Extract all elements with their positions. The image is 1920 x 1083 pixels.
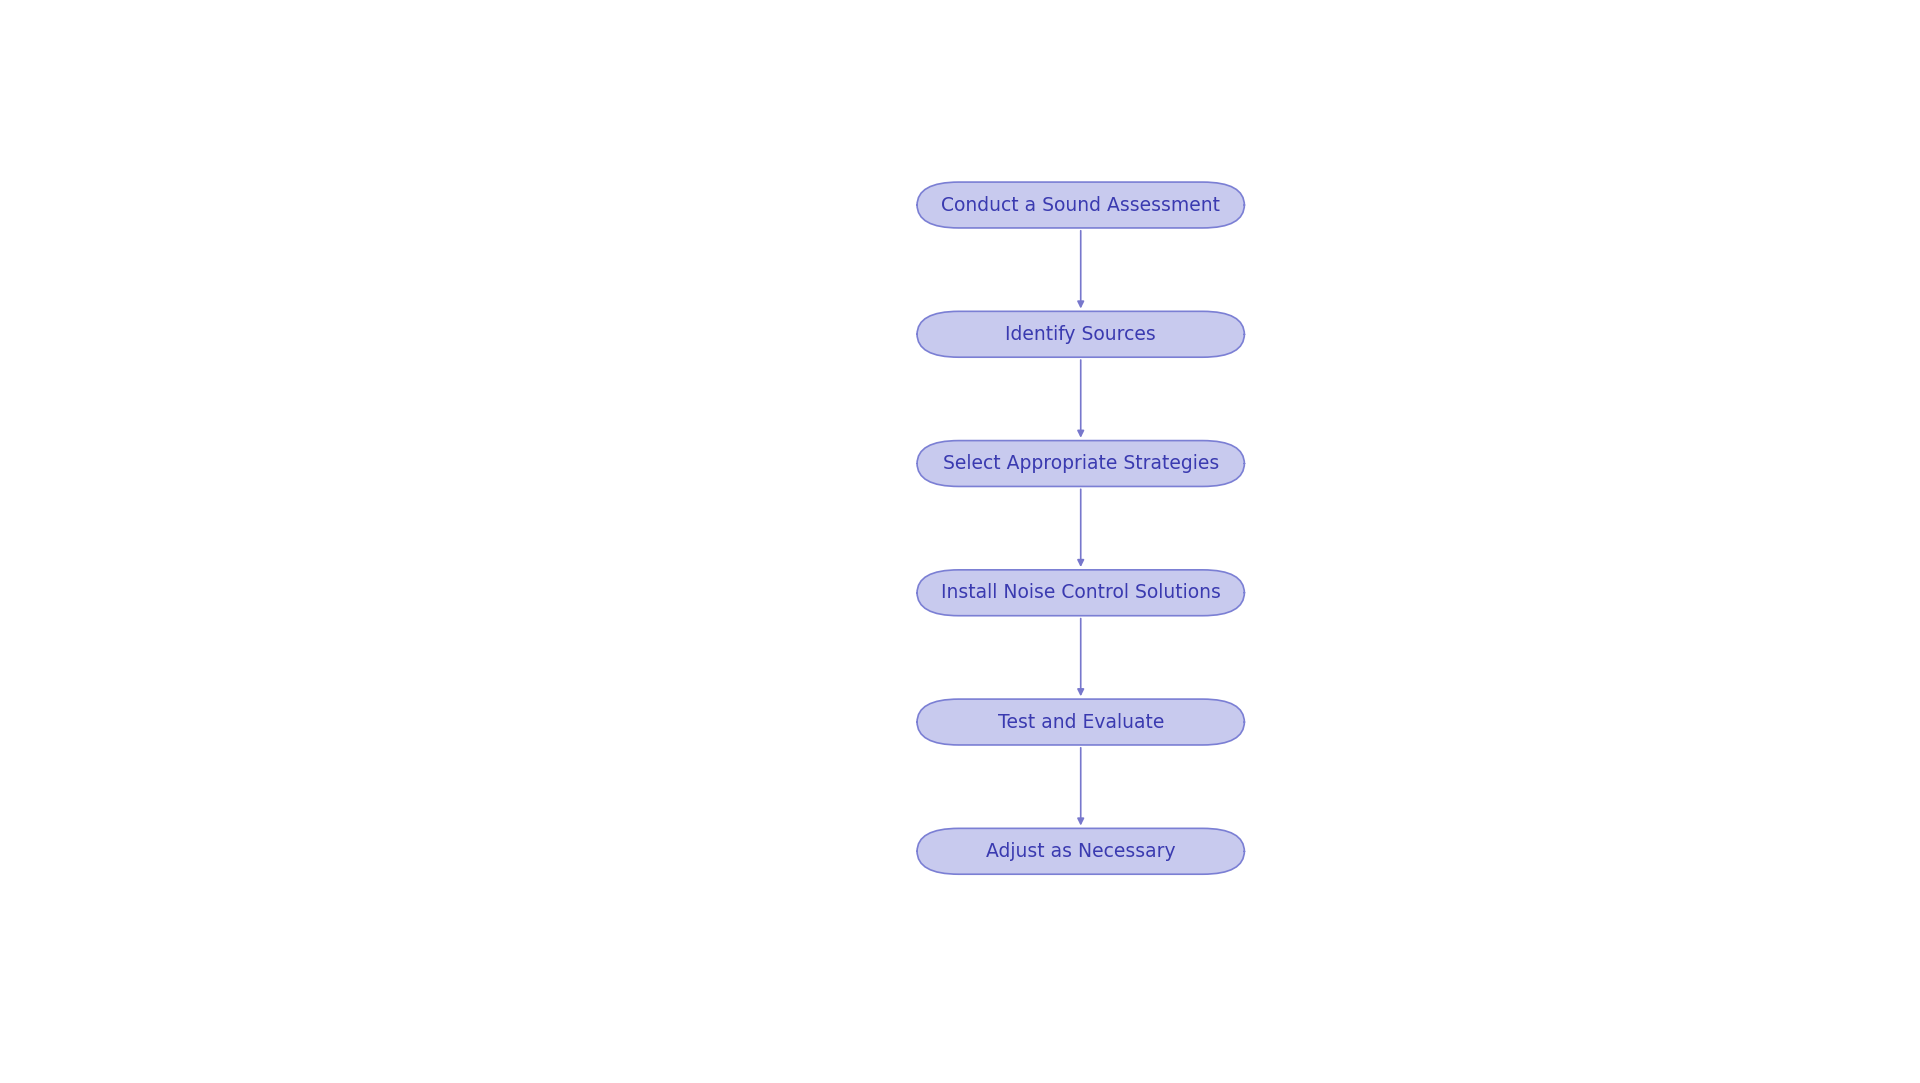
- FancyBboxPatch shape: [918, 828, 1244, 874]
- Text: Conduct a Sound Assessment: Conduct a Sound Assessment: [941, 196, 1221, 214]
- FancyBboxPatch shape: [918, 570, 1244, 616]
- FancyBboxPatch shape: [918, 311, 1244, 357]
- FancyBboxPatch shape: [918, 700, 1244, 745]
- Text: Select Appropriate Strategies: Select Appropriate Strategies: [943, 454, 1219, 473]
- Text: Install Noise Control Solutions: Install Noise Control Solutions: [941, 584, 1221, 602]
- Text: Test and Evaluate: Test and Evaluate: [998, 713, 1164, 731]
- Text: Identify Sources: Identify Sources: [1006, 325, 1156, 343]
- Text: Adjust as Necessary: Adjust as Necessary: [985, 841, 1175, 861]
- FancyBboxPatch shape: [918, 441, 1244, 486]
- FancyBboxPatch shape: [918, 182, 1244, 227]
